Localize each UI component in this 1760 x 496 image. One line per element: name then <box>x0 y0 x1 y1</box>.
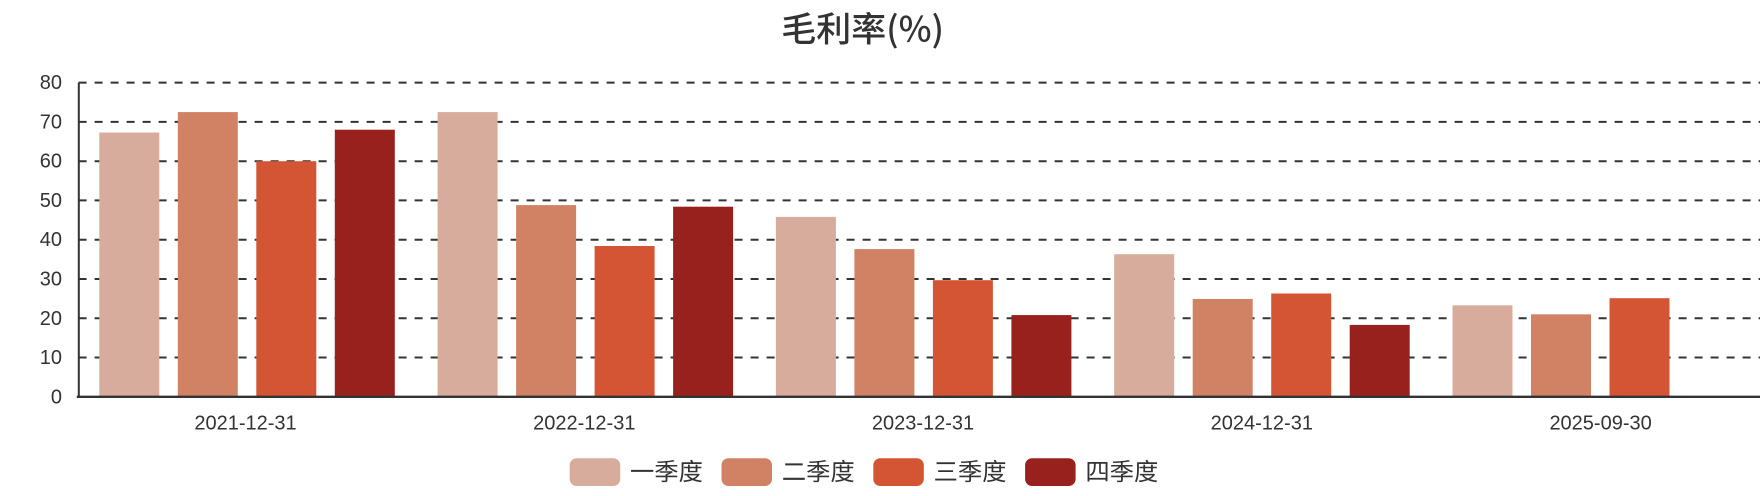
svg-text:30: 30 <box>40 269 62 291</box>
svg-text:2023-12-31: 2023-12-31 <box>872 413 974 435</box>
svg-text:2021-12-31: 2021-12-31 <box>194 413 296 435</box>
svg-text:40: 40 <box>40 229 62 251</box>
svg-text:2024-12-31: 2024-12-31 <box>1211 413 1313 435</box>
svg-text:60: 60 <box>40 151 62 173</box>
svg-text:10: 10 <box>40 347 62 369</box>
svg-text:70: 70 <box>40 111 62 133</box>
svg-text:2025-09-30: 2025-09-30 <box>1549 413 1651 435</box>
svg-text:80: 80 <box>40 72 62 94</box>
svg-text:20: 20 <box>40 308 62 330</box>
svg-text:0: 0 <box>51 386 62 408</box>
svg-text:50: 50 <box>40 190 62 212</box>
svg-text:2022-12-31: 2022-12-31 <box>533 413 635 435</box>
